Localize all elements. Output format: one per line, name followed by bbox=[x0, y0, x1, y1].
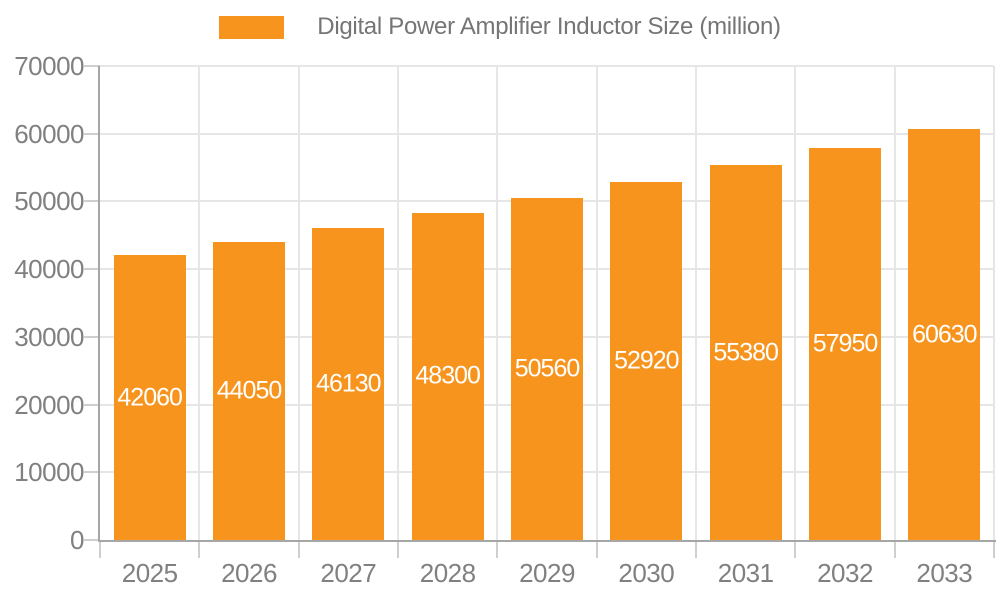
y-axis-tick bbox=[84, 200, 100, 203]
x-axis-label: 2032 bbox=[817, 558, 873, 588]
y-axis-tick bbox=[84, 268, 100, 271]
y-axis-tick bbox=[84, 132, 100, 135]
x-axis-line bbox=[98, 540, 996, 542]
x-axis-tick bbox=[893, 542, 896, 558]
y-axis-tick bbox=[84, 335, 100, 338]
y-axis-label: 10000 bbox=[14, 457, 84, 488]
y-axis-label: 30000 bbox=[14, 321, 84, 352]
bar-value-label: 50560 bbox=[514, 354, 581, 383]
legend-swatch bbox=[219, 15, 285, 39]
legend-item[interactable]: Digital Power Amplifier Inductor Size (m… bbox=[219, 13, 781, 41]
y-axis-tick bbox=[84, 65, 100, 67]
x-axis-label: 2026 bbox=[221, 558, 277, 588]
y-axis-line bbox=[98, 66, 100, 542]
gridline-vertical bbox=[794, 66, 797, 540]
bar-value-label: 48300 bbox=[415, 361, 481, 390]
gridline-vertical bbox=[595, 66, 598, 540]
bar-2030[interactable]: 52920 bbox=[610, 181, 683, 540]
x-axis-label: 2025 bbox=[121, 558, 178, 588]
bar-2031[interactable]: 55380 bbox=[709, 165, 782, 540]
x-axis-tick bbox=[496, 542, 499, 558]
bar-2033[interactable]: 60630 bbox=[908, 129, 981, 540]
y-axis-label: 20000 bbox=[14, 389, 84, 420]
gridline-vertical bbox=[496, 66, 499, 540]
y-axis-label: 70000 bbox=[14, 51, 84, 81]
bar-2025[interactable]: 42060 bbox=[113, 255, 186, 540]
bar-value-label: 44050 bbox=[216, 376, 283, 405]
bar-2029[interactable]: 50560 bbox=[511, 197, 583, 540]
gridline-vertical bbox=[198, 66, 201, 540]
x-axis-tick bbox=[99, 542, 101, 558]
bar-value-label: 57950 bbox=[812, 329, 879, 358]
y-axis-tick bbox=[84, 539, 100, 541]
gridline-vertical bbox=[297, 66, 300, 540]
y-axis-label: 0 bbox=[70, 525, 84, 555]
gridline-vertical bbox=[397, 66, 399, 540]
plot-area: 42060 44050 46130 48300 50560 52920 55380 57950… bbox=[100, 65, 995, 540]
x-axis-tick bbox=[595, 542, 598, 558]
x-axis-label: 2033 bbox=[916, 558, 973, 588]
x-axis-tick bbox=[794, 542, 797, 558]
bar-value-label: 46130 bbox=[316, 369, 382, 398]
x-axis-tick bbox=[397, 542, 399, 558]
x-axis-tick bbox=[993, 542, 995, 558]
y-axis-tick bbox=[84, 471, 100, 474]
bar-value-label: 55380 bbox=[713, 338, 779, 366]
bar-2026[interactable]: 44050 bbox=[213, 241, 285, 540]
x-axis-label: 2027 bbox=[320, 558, 377, 588]
x-axis-label: 2028 bbox=[419, 558, 476, 588]
bar-value-label: 42060 bbox=[117, 383, 183, 412]
bar-value-label: 52920 bbox=[614, 346, 680, 375]
y-axis-label: 40000 bbox=[14, 254, 84, 285]
bar-2032[interactable]: 57950 bbox=[809, 147, 881, 540]
x-axis-label: 2030 bbox=[618, 558, 675, 588]
bar-2028[interactable]: 48300 bbox=[411, 212, 484, 540]
legend: Digital Power Amplifier Inductor Size (m… bbox=[0, 13, 1000, 41]
bar-2027[interactable]: 46130 bbox=[312, 227, 385, 540]
gridline-horizontal bbox=[100, 65, 994, 67]
y-axis-label: 60000 bbox=[14, 118, 84, 149]
gridline-vertical bbox=[893, 66, 896, 540]
y-axis-label: 50000 bbox=[14, 186, 84, 217]
gridline-vertical bbox=[993, 66, 995, 540]
x-axis-label: 2031 bbox=[717, 558, 774, 588]
bar-value-label: 60630 bbox=[912, 320, 978, 349]
x-axis-label: 2029 bbox=[519, 558, 575, 588]
gridline-horizontal bbox=[100, 132, 994, 135]
gridline-vertical bbox=[695, 66, 697, 540]
x-axis-tick bbox=[297, 542, 300, 558]
legend-label: Digital Power Amplifier Inductor Size (m… bbox=[317, 13, 781, 40]
y-axis-tick bbox=[84, 403, 100, 406]
x-axis-tick bbox=[198, 542, 201, 558]
x-axis-tick bbox=[695, 542, 697, 558]
